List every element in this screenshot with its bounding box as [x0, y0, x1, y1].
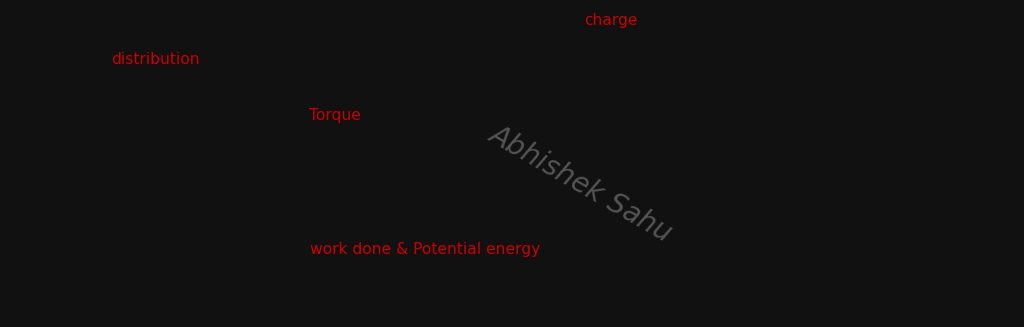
Text: uniform electric field?: uniform electric field? [112, 185, 281, 200]
Text: .: . [200, 52, 205, 67]
Text: stored in a: stored in a [540, 242, 628, 257]
Text: Q2. Draw pattern of electric field lines for various charges &: Q2. Draw pattern of electric field lines… [112, 13, 584, 28]
Text: work done & Potential energy: work done & Potential energy [310, 242, 540, 257]
Text: Torque: Torque [309, 108, 361, 123]
Text: charge: charge [584, 13, 637, 28]
Text: stable and Unstable condition. What will happen if it is kept in non: stable and Unstable condition. What will… [112, 147, 628, 162]
Text: Q4.Derive Expression for: Q4.Derive Expression for [112, 242, 310, 257]
Text: dipole. State condition for maximum work done.: dipole. State condition for maximum work… [112, 281, 486, 296]
Text: Q3.Derive expression for: Q3.Derive expression for [112, 108, 309, 123]
Text: distribution: distribution [112, 52, 200, 67]
Text: on a Dipole in electric field also Write: on a Dipole in electric field also Write [361, 108, 656, 123]
Text: Abhishek Sahu: Abhishek Sahu [484, 119, 677, 247]
